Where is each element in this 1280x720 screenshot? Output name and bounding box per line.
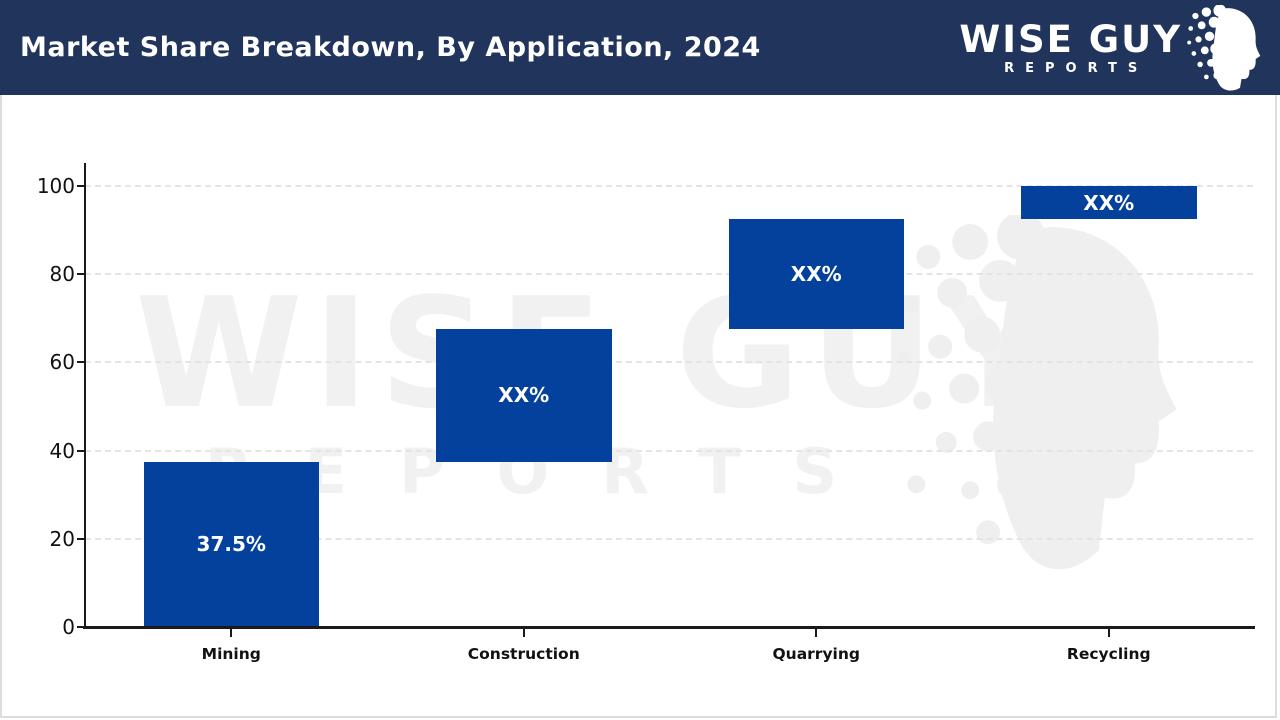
x-axis-tick (1107, 629, 1110, 637)
x-axis-category-label: Mining (201, 645, 261, 663)
x-axis-line (83, 626, 1255, 629)
gridline (85, 185, 1253, 187)
bar-quarrying: XX% (728, 219, 904, 330)
bar-recycling: XX% (1021, 186, 1197, 220)
x-axis-tick (522, 629, 525, 637)
logo-wordmark: WISE GUY (959, 17, 1182, 61)
bar-construction: XX% (436, 329, 612, 462)
x-axis-category-label: Recycling (1066, 645, 1151, 663)
y-axis-tick-label: 80 (49, 262, 75, 287)
y-axis-tick-label: 40 (49, 438, 75, 463)
x-axis-category-label: Construction (467, 645, 580, 663)
logo-text: WISE GUY REPORTS (959, 21, 1182, 75)
y-axis-tick (77, 449, 85, 452)
bar-value-label: XX% (1083, 190, 1135, 215)
bar-value-label: 37.5% (196, 532, 266, 557)
watermark-dotted-head (896, 215, 1177, 570)
dotted-head-icon (1187, 4, 1261, 91)
header-banner: Market Share Breakdown, By Application, … (0, 0, 1280, 95)
y-axis-tick-label: 60 (49, 350, 75, 375)
gridline (85, 449, 1253, 452)
x-axis-tick (230, 629, 233, 637)
wise-guy-reports-logo: WISE GUY REPORTS (959, 4, 1266, 91)
x-axis-category-label: Quarrying (772, 645, 860, 663)
bar-value-label: XX% (790, 262, 842, 287)
y-axis-tick (77, 185, 85, 187)
y-axis-tick (77, 273, 85, 276)
chart-plot-area: WISE GUY REPORTS 0 20 40 60 80 100 37.5% Mining… (0, 95, 1280, 718)
y-axis-tick-label: 100 (36, 174, 75, 198)
y-axis-tick (77, 537, 85, 540)
page-title: Market Share Breakdown, By Application, … (20, 32, 761, 63)
y-axis-tick-label: 0 (62, 615, 75, 639)
y-axis-tick-label: 20 (49, 526, 75, 551)
bar-value-label: XX% (498, 383, 550, 408)
y-axis-line (84, 163, 86, 629)
gridline (85, 537, 1253, 540)
bar-mining: 37.5% (143, 461, 319, 627)
gridline (85, 273, 1253, 276)
y-axis-tick (77, 361, 85, 364)
logo-subtitle: REPORTS (1004, 60, 1149, 76)
x-axis-tick (815, 629, 818, 637)
y-axis-tick (77, 626, 85, 628)
gridline (85, 361, 1253, 364)
